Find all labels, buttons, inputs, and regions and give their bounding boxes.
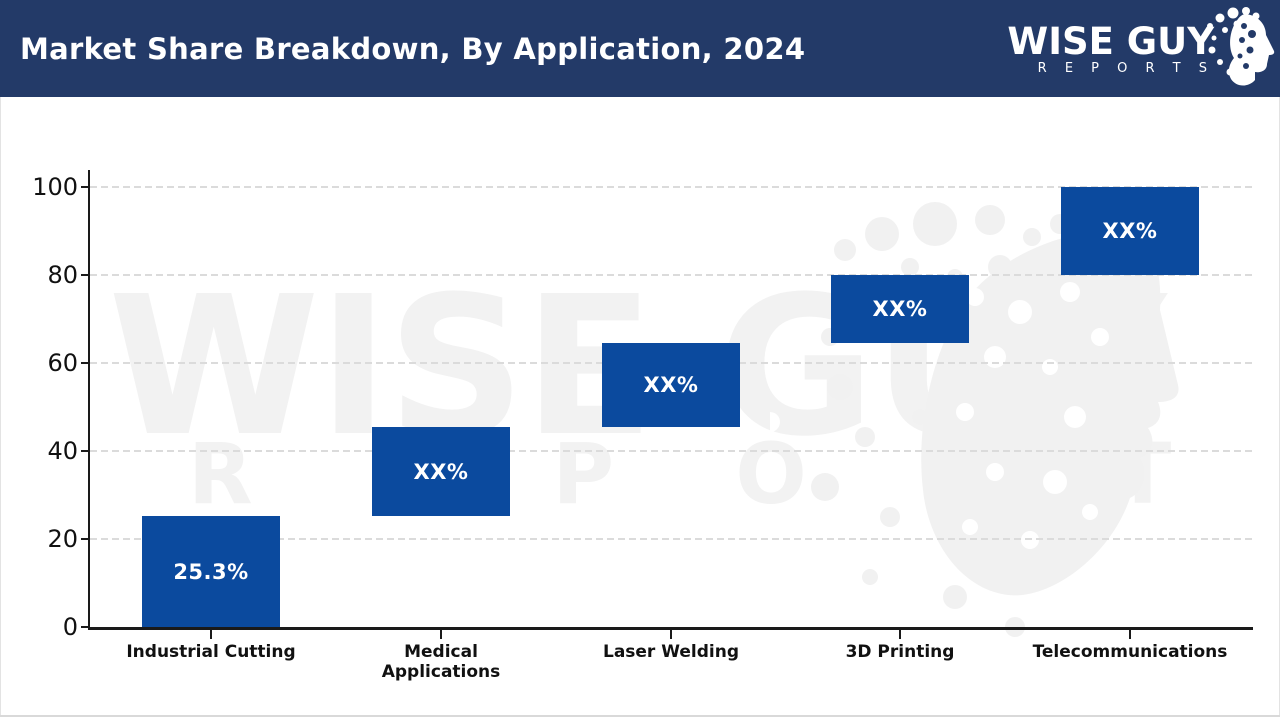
page-border-bottom [0,715,1280,717]
y-axis-tick-label: 60 [47,349,78,377]
y-axis-tick [81,538,90,540]
y-axis-tick-label: 40 [47,437,78,465]
y-axis-tick-label: 100 [32,173,78,201]
x-axis-tick [670,630,672,639]
y-axis-tick-label: 80 [47,261,78,289]
y-axis-tick [81,362,90,364]
wise-guy-reports-logo: WISE GUY R E P O R T S [1007,0,1280,97]
bar-value-label-medical-applications: XX% [413,459,469,484]
x-axis-tick-label-medical-applications: Medical Applications [381,642,501,682]
bar-industrial-cutting: 25.3% [142,516,280,627]
x-axis-tick [1129,630,1131,639]
logo-subtext: R E P O R T S [1037,61,1214,76]
y-axis-tick [81,274,90,276]
watermark-head-icon [770,202,1179,637]
x-axis-tick-label-industrial-cutting: Industrial Cutting [126,642,296,662]
bar-value-label-telecommunications: XX% [1102,219,1158,243]
y-axis-spine [88,170,90,630]
x-axis-tick-label-3d-printing: 3D Printing [845,642,955,662]
bar-medical-applications: XX% [372,427,510,516]
x-axis-tick-label-telecommunications: Telecommunications [1032,642,1228,662]
x-axis-tick [440,630,442,639]
bar-laser-welding: XX% [602,343,740,427]
x-axis-tick [210,630,212,639]
gridline-40 [90,450,1253,452]
bar-value-label-industrial-cutting: 25.3% [173,559,249,584]
logo-head-icon [1207,7,1275,86]
bar-value-label-3d-printing: XX% [872,297,928,321]
gridline-80 [90,274,1253,276]
page-title: Market Share Breakdown, By Application, … [20,31,806,66]
y-axis-tick [81,626,90,628]
x-axis-tick-label-laser-welding: Laser Welding [602,642,740,662]
gridline-100 [90,186,1253,188]
bar-value-label-laser-welding: XX% [643,373,699,397]
gridline-20 [90,538,1253,540]
y-axis-tick-label: 0 [62,613,78,641]
header-bar: Market Share Breakdown, By Application, … [0,0,1280,97]
y-axis-tick [81,186,90,188]
bar-telecommunications: XX% [1061,187,1199,275]
page-border-left [0,97,1,717]
y-axis-tick [81,450,90,452]
x-axis-spine [88,627,1253,630]
logo-wordmark: WISE GUY [1007,20,1214,63]
y-axis-tick-label: 20 [47,525,78,553]
x-axis-tick [899,630,901,639]
bar-3d-printing: XX% [831,275,969,343]
